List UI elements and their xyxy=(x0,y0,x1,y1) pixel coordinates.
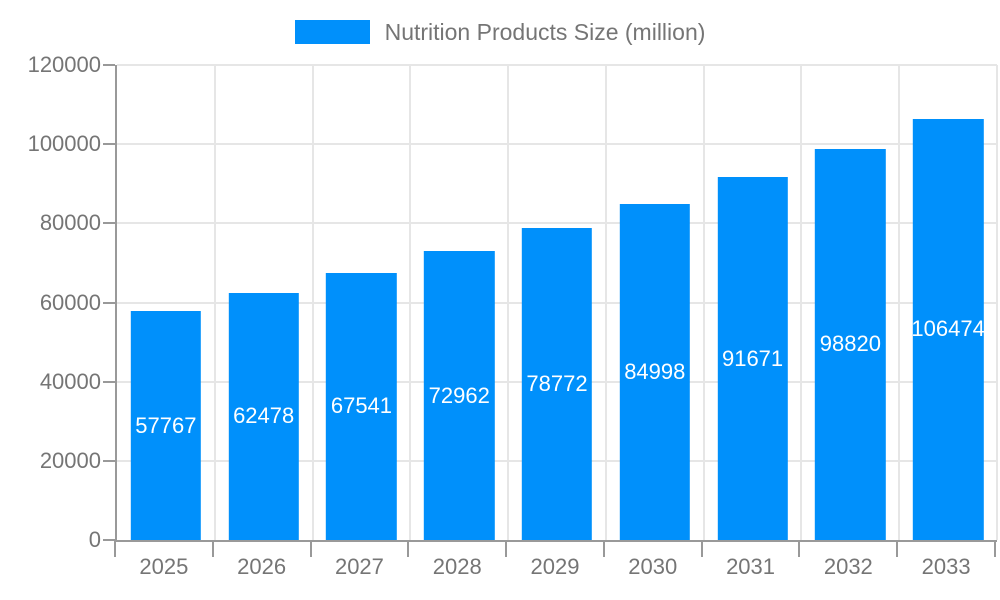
y-tick-label: 0 xyxy=(88,527,101,552)
y-tick-mark xyxy=(103,459,115,462)
bar-2032[interactable]: 98820 xyxy=(815,148,886,540)
y-tick-mark xyxy=(103,380,115,383)
x-tick-label: 2026 xyxy=(237,554,287,579)
x-tick-mark xyxy=(309,540,312,557)
bar-value-label: 62478 xyxy=(233,403,295,429)
y-tick-label: 20000 xyxy=(39,447,101,473)
gridline xyxy=(507,65,510,540)
gridline xyxy=(117,143,997,146)
x-axis-tick-marks xyxy=(114,540,996,557)
bar-column: 67541 xyxy=(313,65,411,540)
x-tick-mark xyxy=(602,540,605,557)
gridline xyxy=(213,65,216,540)
y-tick-mark xyxy=(103,143,115,146)
gridline xyxy=(604,65,607,540)
x-tick-label: 2031 xyxy=(726,554,776,579)
gridline xyxy=(409,65,412,540)
x-tick-mark xyxy=(114,540,116,557)
x-tick-label: 2027 xyxy=(334,554,384,579)
bar-value-label: 98820 xyxy=(819,331,881,357)
x-tick-mark xyxy=(994,540,996,557)
bar-column: 72962 xyxy=(410,65,508,540)
bar-2028[interactable]: 72962 xyxy=(424,251,495,540)
x-tick-label: 2033 xyxy=(921,554,971,579)
legend-item[interactable]: Nutrition Products Size (million) xyxy=(0,16,1000,48)
bar-2030[interactable]: 84998 xyxy=(619,203,690,540)
x-tick-mark xyxy=(798,540,801,557)
y-tick-mark xyxy=(103,539,115,541)
bar-2026[interactable]: 62478 xyxy=(228,292,299,540)
x-tick-mark xyxy=(407,540,410,557)
bar-column: 57767 xyxy=(117,65,215,540)
gridline xyxy=(898,65,901,540)
y-tick-label: 100000 xyxy=(27,131,101,157)
x-axis-labels: 2025 2026 2027 2028 2029 2030 2031 2032 2033 xyxy=(115,554,995,584)
bar-series: 57767 62478 67541 72962 78772 84998 91671 98820… xyxy=(117,65,997,540)
y-tick-mark xyxy=(103,222,115,225)
bar-2029[interactable]: 78772 xyxy=(521,228,593,540)
gridline xyxy=(311,65,314,540)
x-tick-label: 2029 xyxy=(530,554,580,579)
bar-column: 98820 xyxy=(801,65,899,540)
y-tick-label: 120000 xyxy=(27,52,101,77)
x-tick-mark xyxy=(700,540,703,557)
bar-column: 84998 xyxy=(606,65,704,540)
bar-value-label: 106474 xyxy=(911,316,985,342)
y-tick-label: 60000 xyxy=(39,289,101,315)
bar-value-label: 91671 xyxy=(721,345,784,371)
bar-column: 106474 xyxy=(899,65,997,540)
bar-value-label: 67541 xyxy=(330,393,393,419)
legend-marker-swatch xyxy=(294,20,370,44)
bar-2027[interactable]: 67541 xyxy=(326,272,397,540)
bar-value-label: 57767 xyxy=(135,412,197,438)
x-tick-label: 2025 xyxy=(139,554,189,579)
y-axis-labels: 0 20000 40000 60000 80000 100000 120000 xyxy=(0,52,101,552)
gridline xyxy=(117,222,997,225)
x-tick-label: 2028 xyxy=(432,554,482,579)
bar-2031[interactable]: 91671 xyxy=(717,177,788,540)
gridline xyxy=(996,65,998,540)
gridline xyxy=(117,64,997,66)
legend-label: Nutrition Products Size (million) xyxy=(384,18,706,45)
bar-value-label: 72962 xyxy=(428,382,490,408)
y-tick-label: 40000 xyxy=(39,368,101,394)
x-tick-mark xyxy=(896,540,899,557)
x-tick-label: 2032 xyxy=(823,554,873,579)
bar-column: 62478 xyxy=(215,65,313,540)
gridline xyxy=(800,65,803,540)
x-tick-mark xyxy=(505,540,508,557)
y-axis-tick-marks xyxy=(103,64,115,541)
y-tick-mark xyxy=(103,301,115,304)
bar-value-label: 84998 xyxy=(624,358,686,384)
y-tick-mark xyxy=(103,64,115,66)
bar-column: 91671 xyxy=(704,65,802,540)
y-tick-label: 80000 xyxy=(39,210,101,236)
bar-column: 78772 xyxy=(508,65,606,540)
bar-2033[interactable]: 106474 xyxy=(911,118,985,540)
x-tick-label: 2030 xyxy=(628,554,678,579)
bar-value-label: 78772 xyxy=(526,371,588,397)
gridline xyxy=(702,65,705,540)
x-tick-mark xyxy=(211,540,214,557)
plot-area: 57767 62478 67541 72962 78772 84998 91671 98820… xyxy=(115,64,998,542)
bar-2025[interactable]: 57767 xyxy=(130,311,202,540)
